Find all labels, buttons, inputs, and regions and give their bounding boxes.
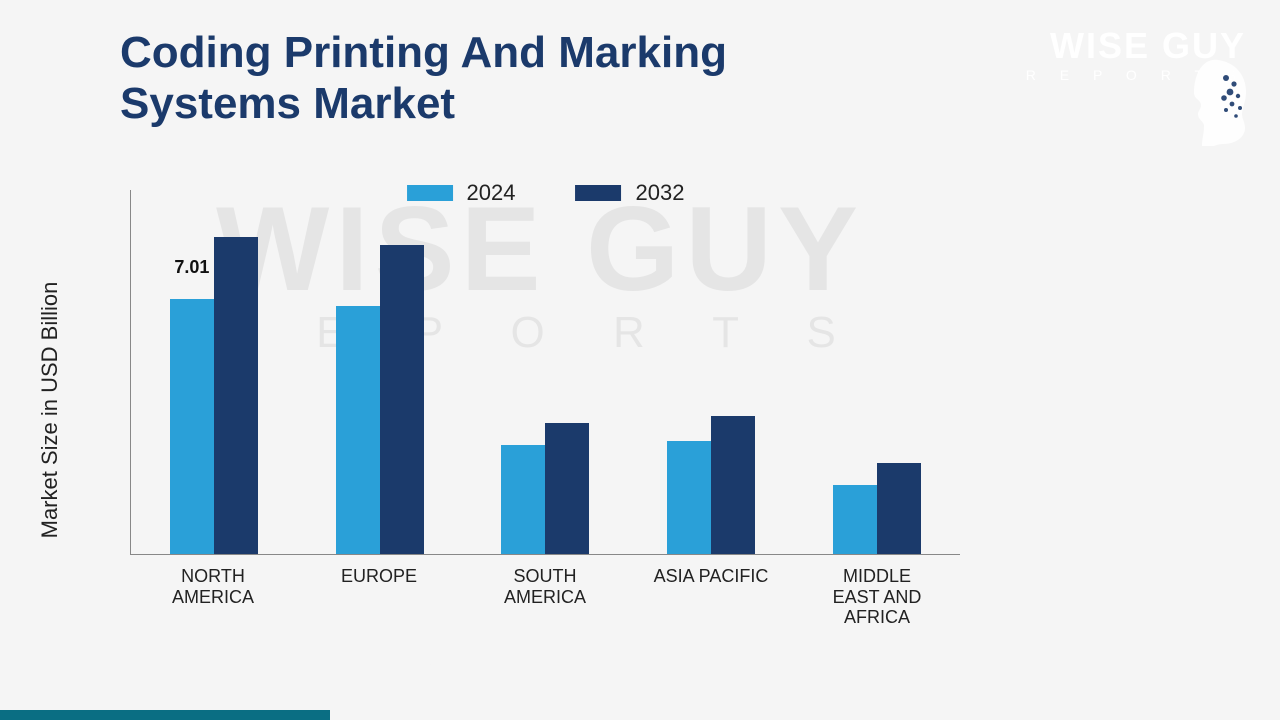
brand-logo: WISE GUY R E P O R T S (1026, 28, 1246, 82)
bar-group (833, 463, 921, 554)
bar-2024 (501, 445, 545, 554)
bar-2024 (170, 299, 214, 554)
bar-2032 (877, 463, 921, 554)
x-tick-label: MIDDLE EAST AND AFRICA (817, 560, 937, 650)
bar-2032 (214, 237, 258, 554)
head-silhouette-icon (1180, 58, 1250, 146)
bar-2024 (833, 485, 877, 554)
plot-area: 2024 2032 7.01 (130, 190, 960, 555)
bar-group (336, 245, 424, 554)
x-axis-labels: NORTH AMERICA EUROPE SOUTH AMERICA ASIA PAC… (130, 560, 960, 650)
value-label: 7.01 (174, 257, 209, 278)
x-tick-label: SOUTH AMERICA (485, 560, 605, 650)
y-axis-label: Market Size in USD Billion (37, 282, 63, 539)
bar-2032 (380, 245, 424, 554)
bar-group (501, 423, 589, 554)
bar-groups: 7.01 (131, 190, 960, 554)
x-tick-label: EUROPE (319, 560, 439, 650)
footer-accent-strip (0, 710, 330, 720)
bar-2032 (545, 423, 589, 554)
x-tick-label: NORTH AMERICA (153, 560, 273, 650)
x-tick-label: ASIA PACIFIC (651, 560, 771, 650)
bar-group: 7.01 (170, 237, 258, 554)
bar-group (667, 416, 755, 554)
chart-card: WISE GUY R E P O R T S Coding Printing A… (0, 0, 1280, 720)
page-title: Coding Printing And Marking Systems Mark… (120, 28, 820, 129)
bar-2024 (336, 306, 380, 554)
bar-chart: Market Size in USD Billion 2024 2032 7.0… (60, 170, 960, 650)
bar-2032 (711, 416, 755, 554)
bar-2024 (667, 441, 711, 554)
